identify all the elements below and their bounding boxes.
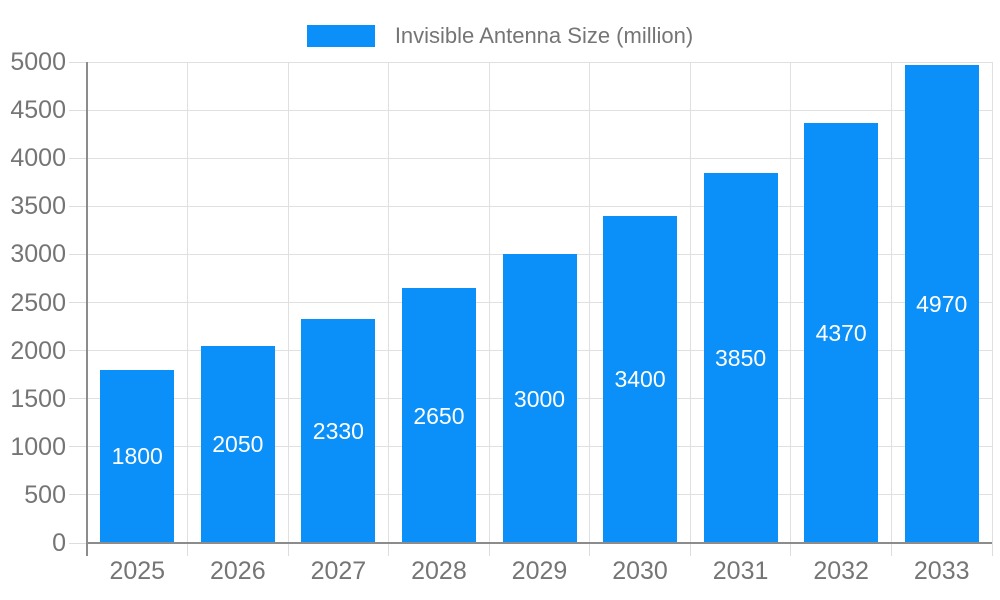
gridline-vertical — [287, 62, 289, 543]
legend-label: Invisible Antenna Size (million) — [394, 23, 694, 48]
x-axis-line — [87, 542, 992, 544]
x-tick-label: 2031 — [712, 557, 769, 585]
y-axis-tick — [69, 61, 87, 63]
gridline-vertical — [589, 62, 591, 543]
chart-legend: Invisible Antenna Size (million) — [0, 24, 1000, 48]
gridline-vertical — [790, 62, 792, 543]
bar-2033 — [904, 64, 979, 543]
legend-swatch — [306, 25, 375, 47]
y-axis-tick — [69, 302, 87, 303]
bar-2032 — [804, 122, 879, 543]
y-tick-label: 4500 — [10, 96, 66, 125]
x-tick-label: 2029 — [511, 557, 568, 585]
y-tick-label: 5000 — [10, 48, 66, 76]
gridline-vertical — [187, 62, 189, 543]
x-tick-label: 2027 — [310, 557, 367, 585]
y-axis-tick — [69, 253, 87, 255]
gridline-horizontal — [87, 157, 992, 159]
x-axis-tick — [388, 543, 390, 556]
y-tick-label: 2000 — [10, 336, 66, 365]
y-axis-tick — [69, 494, 87, 496]
bar-2026 — [200, 345, 275, 543]
y-axis-tick — [69, 350, 87, 352]
x-axis-tick — [790, 543, 792, 556]
bar-value-label: 2650 — [413, 402, 465, 429]
x-tick-label: 2028 — [411, 557, 467, 585]
gridline-vertical — [689, 62, 691, 543]
x-axis-tick — [488, 543, 490, 556]
bar-2025 — [100, 369, 175, 543]
bar-value-label: 2050 — [212, 431, 264, 458]
x-axis-tick — [890, 543, 892, 556]
gridline-horizontal — [87, 205, 992, 207]
y-axis-tick — [69, 542, 87, 544]
y-axis-line — [86, 62, 88, 556]
gridline-horizontal — [87, 61, 992, 63]
y-tick-label: 4000 — [10, 144, 66, 173]
bar-2031 — [703, 172, 778, 543]
y-axis-tick — [69, 109, 87, 111]
gridline-vertical — [991, 62, 993, 543]
y-tick-label: 2500 — [10, 288, 66, 317]
bar-value-label: 2330 — [312, 417, 364, 444]
y-axis-tick — [69, 205, 87, 207]
y-axis-tick — [69, 446, 87, 448]
gridline-horizontal — [87, 109, 992, 111]
bar-2027 — [301, 318, 376, 543]
bar-value-label: 4370 — [815, 319, 867, 346]
x-axis-tick — [287, 543, 289, 556]
x-tick-label: 2025 — [109, 557, 166, 585]
y-tick-label: 0 — [52, 529, 66, 557]
y-tick-label: 1000 — [10, 432, 66, 461]
y-tick-label: 3000 — [10, 240, 66, 269]
bar-2028 — [401, 288, 476, 543]
bar-value-label: 3000 — [513, 385, 566, 412]
bar-value-label: 3850 — [715, 344, 767, 371]
x-axis-tick — [589, 543, 591, 556]
x-tick-label: 2030 — [612, 557, 668, 585]
y-tick-label: 1500 — [10, 384, 66, 413]
y-tick-label: 500 — [24, 480, 66, 509]
bar-value-label: 1800 — [111, 443, 163, 470]
x-axis-tick — [991, 543, 993, 556]
x-tick-label: 2033 — [913, 557, 970, 585]
bar-value-label: 4970 — [916, 290, 968, 317]
bar-value-label: 3400 — [614, 366, 666, 393]
x-tick-label: 2026 — [210, 557, 266, 585]
gridline-vertical — [488, 62, 490, 543]
bar-2030 — [603, 215, 678, 543]
y-axis-tick — [69, 157, 87, 159]
gridline-vertical — [388, 62, 390, 543]
x-axis-tick — [689, 543, 691, 556]
bar-2029 — [502, 254, 577, 543]
y-axis-tick — [69, 398, 87, 400]
x-axis-tick — [187, 543, 189, 556]
gridline-vertical — [890, 62, 892, 543]
y-tick-label: 3500 — [10, 192, 66, 221]
x-tick-label: 2032 — [813, 557, 869, 585]
